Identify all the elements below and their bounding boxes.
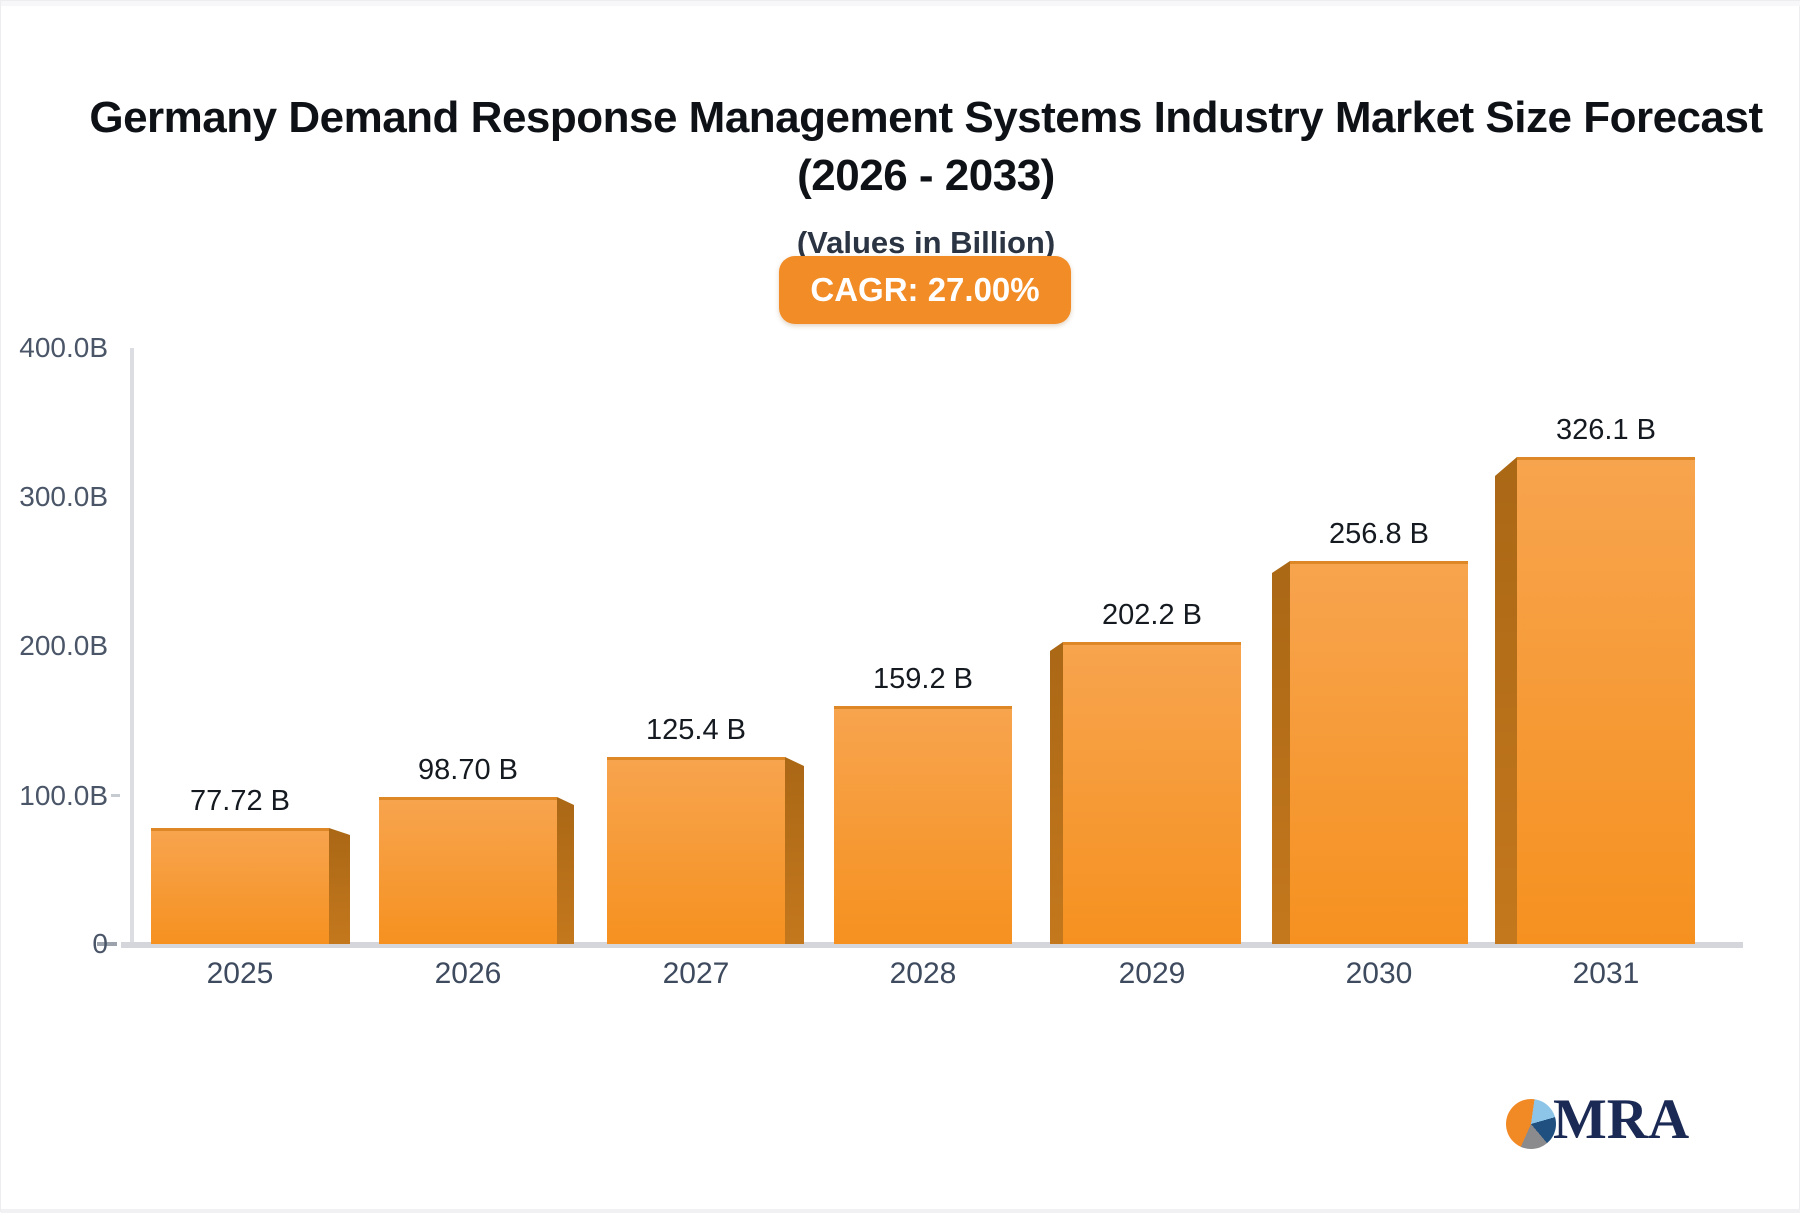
logo-text: MRA	[1553, 1088, 1690, 1151]
y-axis-label-400: 400.0B	[19, 332, 108, 363]
bar-value-label: 202.2 B	[1102, 599, 1202, 631]
bar-2030[interactable]	[1290, 561, 1468, 944]
y-axis-label-200: 200.0B	[19, 630, 108, 661]
bar-2031[interactable]	[1517, 457, 1695, 944]
x-axis-label-2030: 2030	[1345, 957, 1413, 990]
mra-logo: MRA	[1506, 1088, 1746, 1158]
x-axis-label-2029: 2029	[1118, 957, 1186, 990]
bar-3d-side	[1495, 457, 1517, 944]
bar-2029[interactable]	[1063, 642, 1241, 944]
bar-3d-side	[557, 797, 574, 944]
page-top-border	[1, 1, 1800, 6]
bar-value-label: 159.2 B	[873, 663, 973, 695]
bar-value-label: 77.72 B	[190, 785, 290, 817]
bar-3d-side	[1050, 642, 1063, 944]
x-axis-baseline	[121, 942, 1743, 948]
pie-chart-logo-icon	[1506, 1099, 1556, 1149]
bar-2025[interactable]	[151, 828, 329, 944]
y-axis-label-0: 0	[92, 928, 108, 959]
chart-title-line-2: (2026 - 2033)	[797, 151, 1055, 200]
x-axis-label-2028: 2028	[889, 957, 957, 990]
cagr-badge: CAGR: 27.00%	[779, 256, 1071, 324]
bar-2026[interactable]	[379, 797, 557, 944]
x-axis-label-2027: 2027	[662, 957, 730, 990]
y-tick-100	[111, 794, 120, 797]
bar-value-label: 326.1 B	[1556, 414, 1656, 446]
bar-3d-side	[785, 757, 804, 944]
x-axis-label-2031: 2031	[1572, 957, 1640, 990]
bar-value-label: 125.4 B	[646, 714, 746, 746]
y-axis-line	[130, 348, 134, 945]
chart-subtitle: (Values in Billion)	[796, 225, 1056, 260]
bar-value-label: 98.70 B	[418, 754, 518, 786]
chart-title-line-1: Germany Demand Response Management Syste…	[89, 93, 1763, 142]
bar-3d-side	[1272, 561, 1290, 944]
y-axis-label-100: 100.0B	[19, 780, 108, 811]
x-axis-label-2026: 2026	[434, 957, 502, 990]
y-axis-label-300: 300.0B	[19, 481, 108, 512]
bar-2027[interactable]	[607, 757, 785, 944]
x-axis-label-2025: 2025	[206, 957, 274, 990]
bar-value-label: 256.8 B	[1329, 518, 1429, 550]
bar-3d-side	[329, 828, 350, 944]
bar-2028[interactable]	[834, 706, 1012, 944]
y-tick-0	[97, 942, 117, 946]
page-bottom-border	[1, 1209, 1800, 1213]
